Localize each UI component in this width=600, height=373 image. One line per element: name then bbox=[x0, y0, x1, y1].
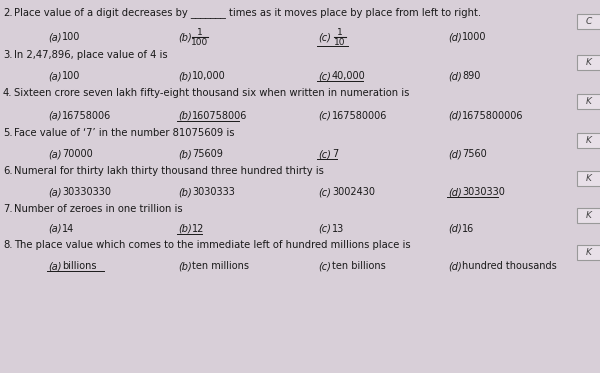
Text: Number of zeroes in one trillion is: Number of zeroes in one trillion is bbox=[14, 204, 182, 214]
Text: (b): (b) bbox=[178, 149, 192, 159]
FancyBboxPatch shape bbox=[577, 208, 600, 223]
Text: K: K bbox=[586, 174, 592, 183]
Text: (d): (d) bbox=[448, 111, 462, 121]
Text: (b): (b) bbox=[178, 261, 192, 272]
Text: 3.: 3. bbox=[3, 50, 13, 60]
Text: 100: 100 bbox=[62, 32, 80, 42]
Text: 3030333: 3030333 bbox=[192, 187, 235, 197]
Text: 12: 12 bbox=[192, 224, 205, 234]
Text: The place value which comes to the immediate left of hundred millions place is: The place value which comes to the immed… bbox=[14, 240, 410, 250]
Text: K: K bbox=[586, 211, 592, 220]
Text: hundred thousands: hundred thousands bbox=[462, 261, 557, 272]
Text: 2.: 2. bbox=[3, 8, 13, 18]
Text: (d): (d) bbox=[448, 149, 462, 159]
Text: (c): (c) bbox=[318, 32, 331, 42]
Text: (b): (b) bbox=[178, 187, 192, 197]
Text: 7.: 7. bbox=[3, 204, 13, 214]
Text: 75609: 75609 bbox=[192, 149, 223, 159]
FancyBboxPatch shape bbox=[577, 14, 600, 29]
Text: 16: 16 bbox=[462, 224, 474, 234]
Text: (c): (c) bbox=[318, 111, 331, 121]
Text: billions: billions bbox=[62, 261, 97, 272]
Text: 890: 890 bbox=[462, 71, 481, 81]
Text: C: C bbox=[586, 17, 592, 26]
Text: 3030330: 3030330 bbox=[462, 187, 505, 197]
Text: 1: 1 bbox=[337, 28, 343, 37]
Text: 7560: 7560 bbox=[462, 149, 487, 159]
Text: (b): (b) bbox=[178, 224, 192, 234]
Text: 3002430: 3002430 bbox=[332, 187, 375, 197]
Text: 13: 13 bbox=[332, 224, 344, 234]
Text: (a): (a) bbox=[48, 224, 62, 234]
Text: Numeral for thirty lakh thirty thousand three hundred thirty is: Numeral for thirty lakh thirty thousand … bbox=[14, 166, 324, 176]
Text: (b): (b) bbox=[178, 111, 192, 121]
Text: 40,000: 40,000 bbox=[332, 71, 366, 81]
Text: 16758006: 16758006 bbox=[62, 111, 111, 121]
Text: 167580006: 167580006 bbox=[332, 111, 388, 121]
Text: (a): (a) bbox=[48, 261, 62, 272]
Text: (c): (c) bbox=[318, 71, 331, 81]
Text: 1675800006: 1675800006 bbox=[462, 111, 523, 121]
Text: 10,000: 10,000 bbox=[192, 71, 226, 81]
Text: (c): (c) bbox=[318, 224, 331, 234]
Text: 100: 100 bbox=[191, 38, 209, 47]
Text: (d): (d) bbox=[448, 187, 462, 197]
Text: In 2,47,896, place value of 4 is: In 2,47,896, place value of 4 is bbox=[14, 50, 167, 60]
Text: Face value of ‘7’ in the number 81075609 is: Face value of ‘7’ in the number 81075609… bbox=[14, 128, 235, 138]
Text: 6.: 6. bbox=[3, 166, 13, 176]
Text: 100: 100 bbox=[62, 71, 80, 81]
Text: 160758006: 160758006 bbox=[192, 111, 247, 121]
Text: 7: 7 bbox=[332, 149, 338, 159]
Text: 1000: 1000 bbox=[462, 32, 487, 42]
FancyBboxPatch shape bbox=[577, 171, 600, 186]
Text: 4.: 4. bbox=[3, 88, 13, 98]
Text: 10: 10 bbox=[334, 38, 346, 47]
Text: 14: 14 bbox=[62, 224, 74, 234]
Text: (d): (d) bbox=[448, 71, 462, 81]
Text: 30330330: 30330330 bbox=[62, 187, 111, 197]
Text: ten billions: ten billions bbox=[332, 261, 386, 272]
Text: (d): (d) bbox=[448, 224, 462, 234]
Text: K: K bbox=[586, 58, 592, 67]
Text: (c): (c) bbox=[318, 187, 331, 197]
Text: 70000: 70000 bbox=[62, 149, 93, 159]
FancyBboxPatch shape bbox=[577, 55, 600, 70]
Text: (a): (a) bbox=[48, 71, 62, 81]
FancyBboxPatch shape bbox=[577, 94, 600, 109]
Text: 5.: 5. bbox=[3, 128, 13, 138]
FancyBboxPatch shape bbox=[577, 245, 600, 260]
Text: Sixteen crore seven lakh fifty-eight thousand six when written in numeration is: Sixteen crore seven lakh fifty-eight tho… bbox=[14, 88, 409, 98]
Text: (d): (d) bbox=[448, 32, 462, 42]
Text: (c): (c) bbox=[318, 149, 331, 159]
Text: (c): (c) bbox=[318, 261, 331, 272]
Text: (d): (d) bbox=[448, 261, 462, 272]
Text: K: K bbox=[586, 136, 592, 145]
Text: (a): (a) bbox=[48, 149, 62, 159]
Text: K: K bbox=[586, 97, 592, 106]
Text: 1: 1 bbox=[197, 28, 203, 37]
Text: (a): (a) bbox=[48, 111, 62, 121]
Text: (b): (b) bbox=[178, 32, 192, 42]
Text: (a): (a) bbox=[48, 32, 62, 42]
Text: 8.: 8. bbox=[3, 240, 13, 250]
FancyBboxPatch shape bbox=[577, 133, 600, 148]
Text: (a): (a) bbox=[48, 187, 62, 197]
Text: Place value of a digit decreases by _______ times as it moves place by place fro: Place value of a digit decreases by ____… bbox=[14, 7, 481, 18]
Text: (b): (b) bbox=[178, 71, 192, 81]
Text: K: K bbox=[586, 248, 592, 257]
Text: ten millions: ten millions bbox=[192, 261, 249, 272]
